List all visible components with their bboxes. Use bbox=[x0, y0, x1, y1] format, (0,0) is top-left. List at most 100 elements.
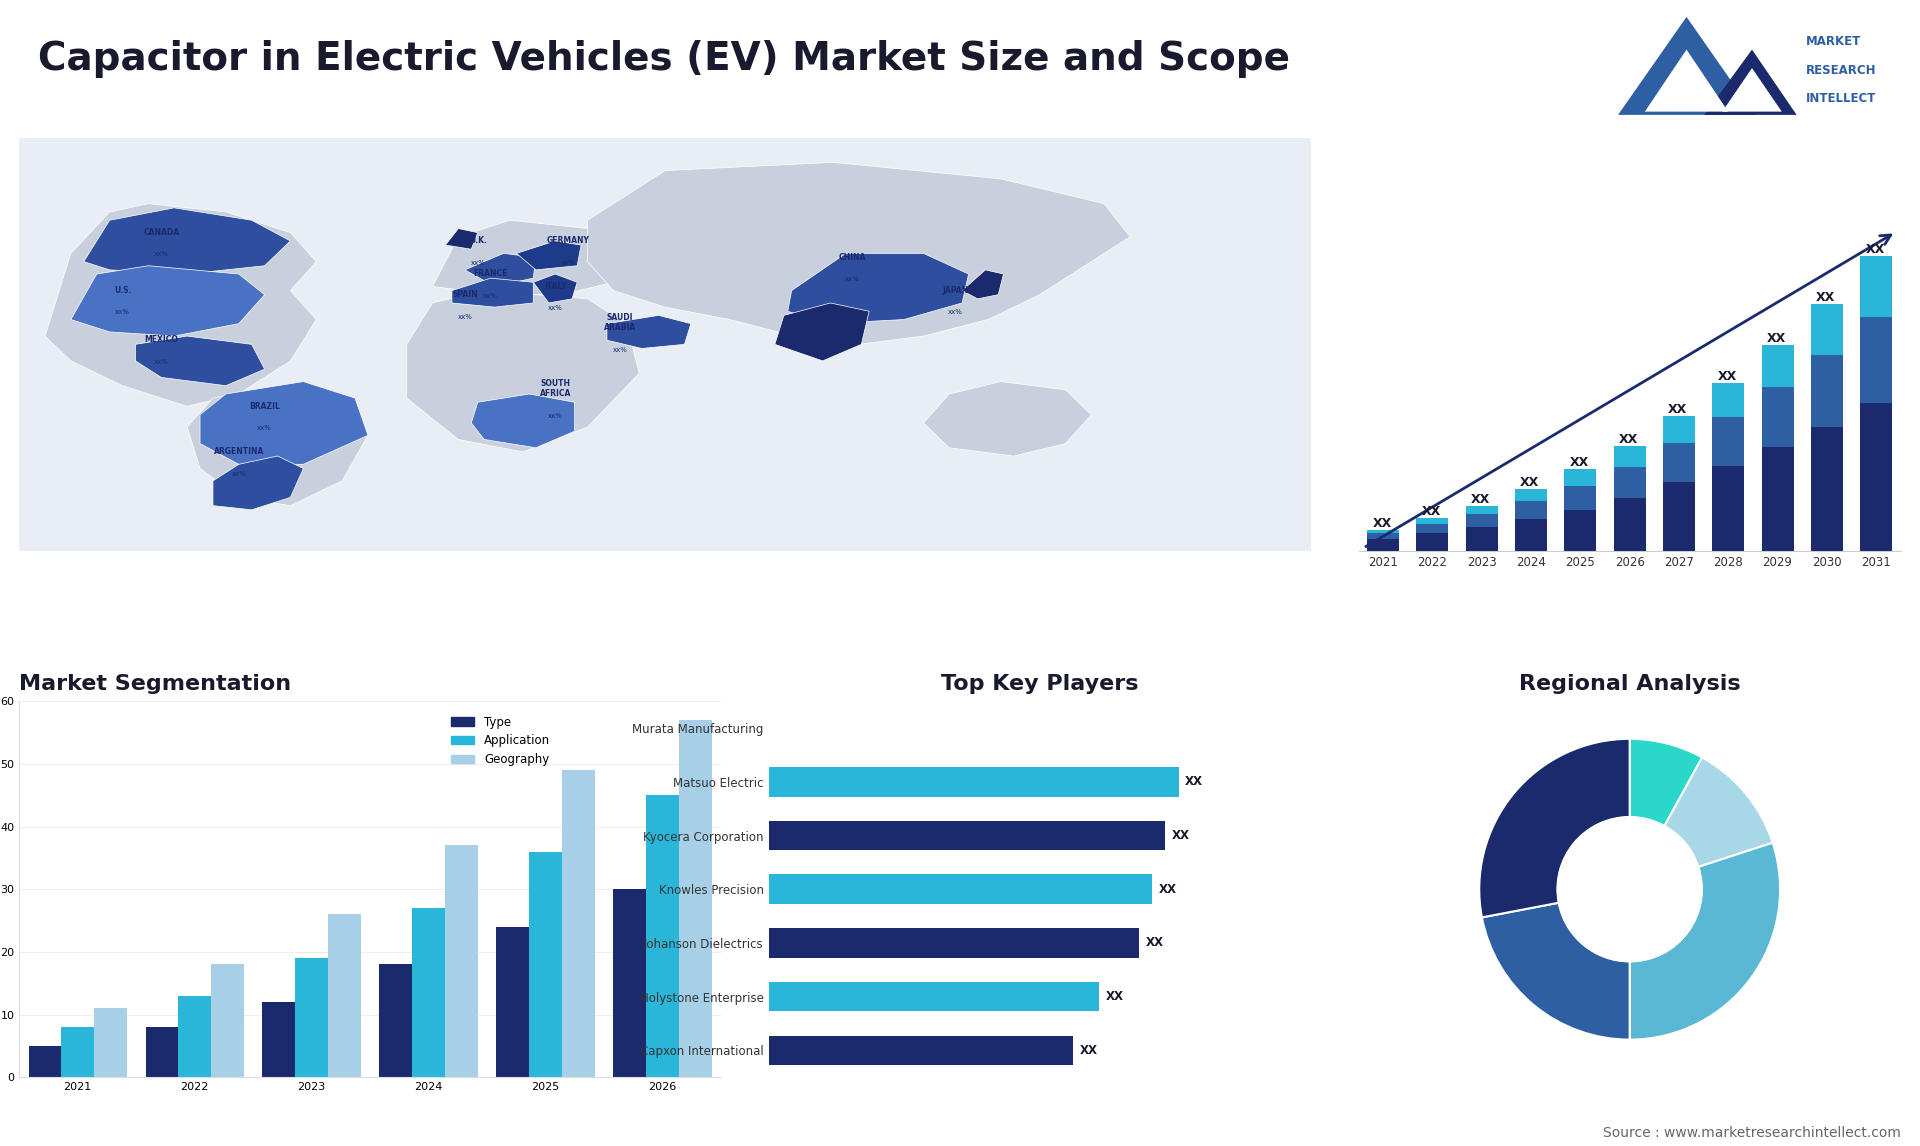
Text: XX: XX bbox=[1106, 990, 1123, 1003]
Bar bbox=[1663, 482, 1695, 551]
Bar bbox=[1713, 465, 1743, 551]
Wedge shape bbox=[1630, 739, 1703, 826]
Text: XX: XX bbox=[1569, 456, 1588, 470]
Text: XX: XX bbox=[1185, 776, 1204, 788]
Polygon shape bbox=[451, 278, 534, 307]
Text: MEXICO: MEXICO bbox=[144, 336, 179, 344]
Text: FRANCE: FRANCE bbox=[474, 269, 509, 278]
Bar bbox=[1761, 345, 1793, 387]
Bar bbox=[1713, 383, 1743, 417]
Bar bbox=[1417, 518, 1448, 524]
Text: CHINA: CHINA bbox=[839, 252, 866, 261]
Bar bbox=[1367, 533, 1400, 540]
Text: xx%: xx% bbox=[457, 314, 472, 320]
Text: xx%: xx% bbox=[484, 293, 497, 299]
Circle shape bbox=[1557, 817, 1701, 961]
Text: XX: XX bbox=[1373, 517, 1392, 529]
Polygon shape bbox=[534, 274, 578, 303]
Bar bbox=[1465, 527, 1498, 551]
Bar bbox=[445, 846, 478, 1077]
Text: RESEARCH: RESEARCH bbox=[1805, 64, 1876, 77]
Bar bbox=[1713, 417, 1743, 465]
Bar bbox=[1860, 403, 1893, 551]
Wedge shape bbox=[1665, 758, 1772, 866]
Polygon shape bbox=[1619, 17, 1755, 115]
Text: U.K.: U.K. bbox=[468, 236, 486, 245]
Text: xx%: xx% bbox=[612, 346, 628, 353]
Text: xx%: xx% bbox=[257, 425, 273, 431]
Bar bbox=[768, 928, 1139, 958]
Text: XX: XX bbox=[1171, 829, 1190, 842]
Wedge shape bbox=[1478, 739, 1630, 918]
Text: xx%: xx% bbox=[812, 338, 828, 344]
Polygon shape bbox=[470, 394, 574, 448]
Text: XX: XX bbox=[1716, 370, 1738, 383]
Bar bbox=[768, 1036, 1073, 1065]
Bar bbox=[1515, 519, 1548, 551]
Text: xx%: xx% bbox=[154, 251, 169, 258]
Polygon shape bbox=[1645, 49, 1728, 111]
Text: xx%: xx% bbox=[547, 305, 563, 312]
Text: xx%: xx% bbox=[845, 276, 860, 282]
Text: Source : www.marketresearchintellect.com: Source : www.marketresearchintellect.com bbox=[1603, 1127, 1901, 1140]
Polygon shape bbox=[588, 163, 1131, 344]
Bar bbox=[768, 982, 1100, 1012]
Text: SPAIN: SPAIN bbox=[451, 290, 478, 299]
Bar bbox=[680, 720, 712, 1077]
Bar bbox=[146, 1027, 179, 1077]
Bar bbox=[1367, 529, 1400, 533]
Polygon shape bbox=[407, 291, 639, 452]
Bar bbox=[1515, 501, 1548, 519]
Bar bbox=[211, 965, 244, 1077]
Text: CANADA: CANADA bbox=[144, 228, 179, 237]
Text: SAUDI
ARABIA: SAUDI ARABIA bbox=[603, 313, 636, 332]
Bar bbox=[1761, 387, 1793, 447]
Text: INTELLECT: INTELLECT bbox=[1805, 92, 1876, 105]
Polygon shape bbox=[1722, 68, 1782, 111]
Bar bbox=[1367, 540, 1400, 551]
Text: BRAZIL: BRAZIL bbox=[250, 401, 280, 410]
Text: U.S.: U.S. bbox=[113, 285, 131, 295]
Polygon shape bbox=[445, 228, 478, 249]
Title: Top Key Players: Top Key Players bbox=[941, 674, 1139, 694]
Text: XX: XX bbox=[1421, 505, 1440, 518]
Text: ITALY: ITALY bbox=[543, 282, 566, 291]
Text: xx%: xx% bbox=[547, 413, 563, 418]
Bar bbox=[768, 874, 1152, 904]
Text: XX: XX bbox=[1160, 882, 1177, 896]
Text: XX: XX bbox=[1619, 432, 1638, 446]
Bar bbox=[497, 927, 530, 1077]
Bar bbox=[1515, 489, 1548, 501]
Text: INDIA: INDIA bbox=[808, 315, 831, 323]
Text: Capacitor in Electric Vehicles (EV) Market Size and Scope: Capacitor in Electric Vehicles (EV) Mark… bbox=[38, 40, 1290, 78]
Polygon shape bbox=[186, 386, 369, 505]
Bar bbox=[413, 908, 445, 1077]
Bar bbox=[1417, 533, 1448, 551]
Bar bbox=[1811, 426, 1843, 551]
Text: XX: XX bbox=[1816, 291, 1836, 305]
Text: XX: XX bbox=[1521, 477, 1540, 489]
Bar bbox=[296, 958, 328, 1077]
Text: Market Segmentation: Market Segmentation bbox=[19, 674, 292, 694]
Bar bbox=[263, 1002, 296, 1077]
Bar bbox=[61, 1027, 94, 1077]
Wedge shape bbox=[1482, 903, 1630, 1039]
Polygon shape bbox=[84, 207, 290, 274]
Bar bbox=[328, 915, 361, 1077]
Text: XX: XX bbox=[1079, 1044, 1098, 1057]
Text: GERMANY: GERMANY bbox=[547, 236, 589, 245]
Polygon shape bbox=[776, 303, 870, 361]
Bar bbox=[1417, 524, 1448, 533]
Polygon shape bbox=[44, 204, 317, 407]
Bar bbox=[768, 821, 1165, 850]
Legend: Type, Application, Geography: Type, Application, Geography bbox=[445, 711, 555, 771]
Text: xx%: xx% bbox=[230, 471, 246, 477]
Bar bbox=[1565, 470, 1596, 486]
Polygon shape bbox=[516, 241, 582, 270]
Text: XX: XX bbox=[1146, 936, 1164, 949]
Text: xx%: xx% bbox=[115, 309, 131, 315]
Polygon shape bbox=[136, 336, 265, 386]
Text: XX: XX bbox=[1668, 403, 1688, 416]
Polygon shape bbox=[924, 382, 1091, 456]
Polygon shape bbox=[465, 253, 536, 286]
